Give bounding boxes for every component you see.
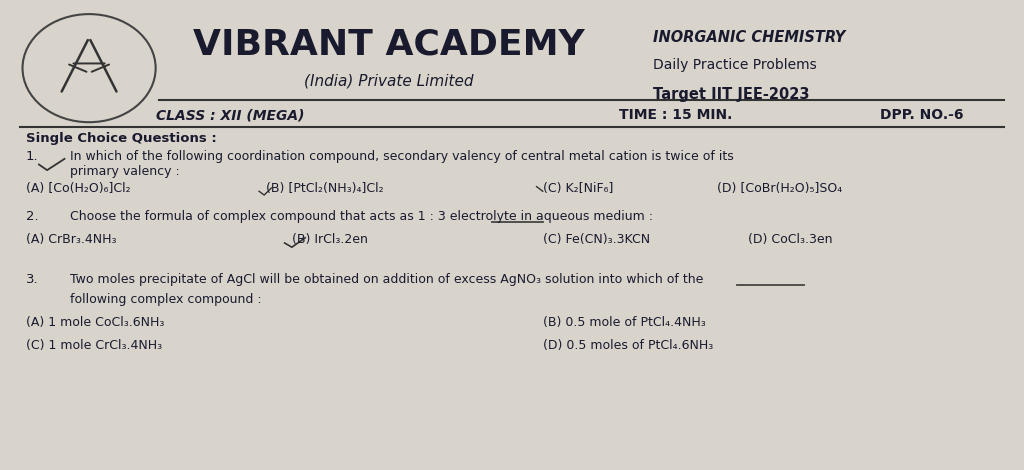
- Text: (B) [PtCl₂(NH₃)₄]Cl₂: (B) [PtCl₂(NH₃)₄]Cl₂: [266, 182, 384, 196]
- Text: 3.: 3.: [26, 273, 38, 286]
- Text: Two moles precipitate of AgCl will be obtained on addition of excess AgNO₃ solut: Two moles precipitate of AgCl will be ob…: [70, 273, 703, 286]
- Text: Single Choice Questions :: Single Choice Questions :: [26, 132, 216, 145]
- Text: CLASS : XII (MEGA): CLASS : XII (MEGA): [156, 108, 305, 122]
- Text: (D) CoCl₃.3en: (D) CoCl₃.3en: [748, 233, 833, 246]
- Text: (A) CrBr₃.4NH₃: (A) CrBr₃.4NH₃: [26, 233, 116, 246]
- Text: (A) 1 mole CoCl₃.6NH₃: (A) 1 mole CoCl₃.6NH₃: [26, 316, 164, 329]
- Text: In which of the following coordination compound, secondary valency of central me: In which of the following coordination c…: [70, 150, 733, 163]
- Text: 2.: 2.: [26, 210, 38, 223]
- Text: (B) 0.5 mole of PtCl₄.4NH₃: (B) 0.5 mole of PtCl₄.4NH₃: [543, 316, 706, 329]
- Text: (C) Fe(CN)₃.3KCN: (C) Fe(CN)₃.3KCN: [543, 233, 650, 246]
- Text: (B) IrCl₃.2en: (B) IrCl₃.2en: [292, 233, 368, 246]
- Text: INORGANIC CHEMISTRY: INORGANIC CHEMISTRY: [653, 30, 846, 45]
- Text: Choose the formula of complex compound that acts as 1 : 3 electrolyte in aqueous: Choose the formula of complex compound t…: [70, 210, 652, 223]
- Text: primary valency :: primary valency :: [70, 165, 179, 178]
- Text: (India) Private Limited: (India) Private Limited: [304, 73, 474, 88]
- Text: (D) [CoBr(H₂O)₅]SO₄: (D) [CoBr(H₂O)₅]SO₄: [717, 182, 842, 196]
- Text: Daily Practice Problems: Daily Practice Problems: [653, 58, 817, 72]
- Text: VIBRANT ACADEMY: VIBRANT ACADEMY: [194, 28, 585, 62]
- Text: DPP. NO.-6: DPP. NO.-6: [880, 108, 964, 122]
- Text: 1.: 1.: [26, 150, 38, 163]
- Text: following complex compound :: following complex compound :: [70, 293, 261, 306]
- Text: (D) 0.5 moles of PtCl₄.6NH₃: (D) 0.5 moles of PtCl₄.6NH₃: [543, 339, 713, 352]
- Text: (C) 1 mole CrCl₃.4NH₃: (C) 1 mole CrCl₃.4NH₃: [26, 339, 162, 352]
- Text: (C) K₂[NiF₆]: (C) K₂[NiF₆]: [543, 182, 613, 196]
- Text: (A) [Co(H₂O)₆]Cl₂: (A) [Co(H₂O)₆]Cl₂: [26, 182, 130, 196]
- Text: TIME : 15 MIN.: TIME : 15 MIN.: [620, 108, 732, 122]
- Text: Target IIT JEE-2023: Target IIT JEE-2023: [653, 86, 810, 102]
